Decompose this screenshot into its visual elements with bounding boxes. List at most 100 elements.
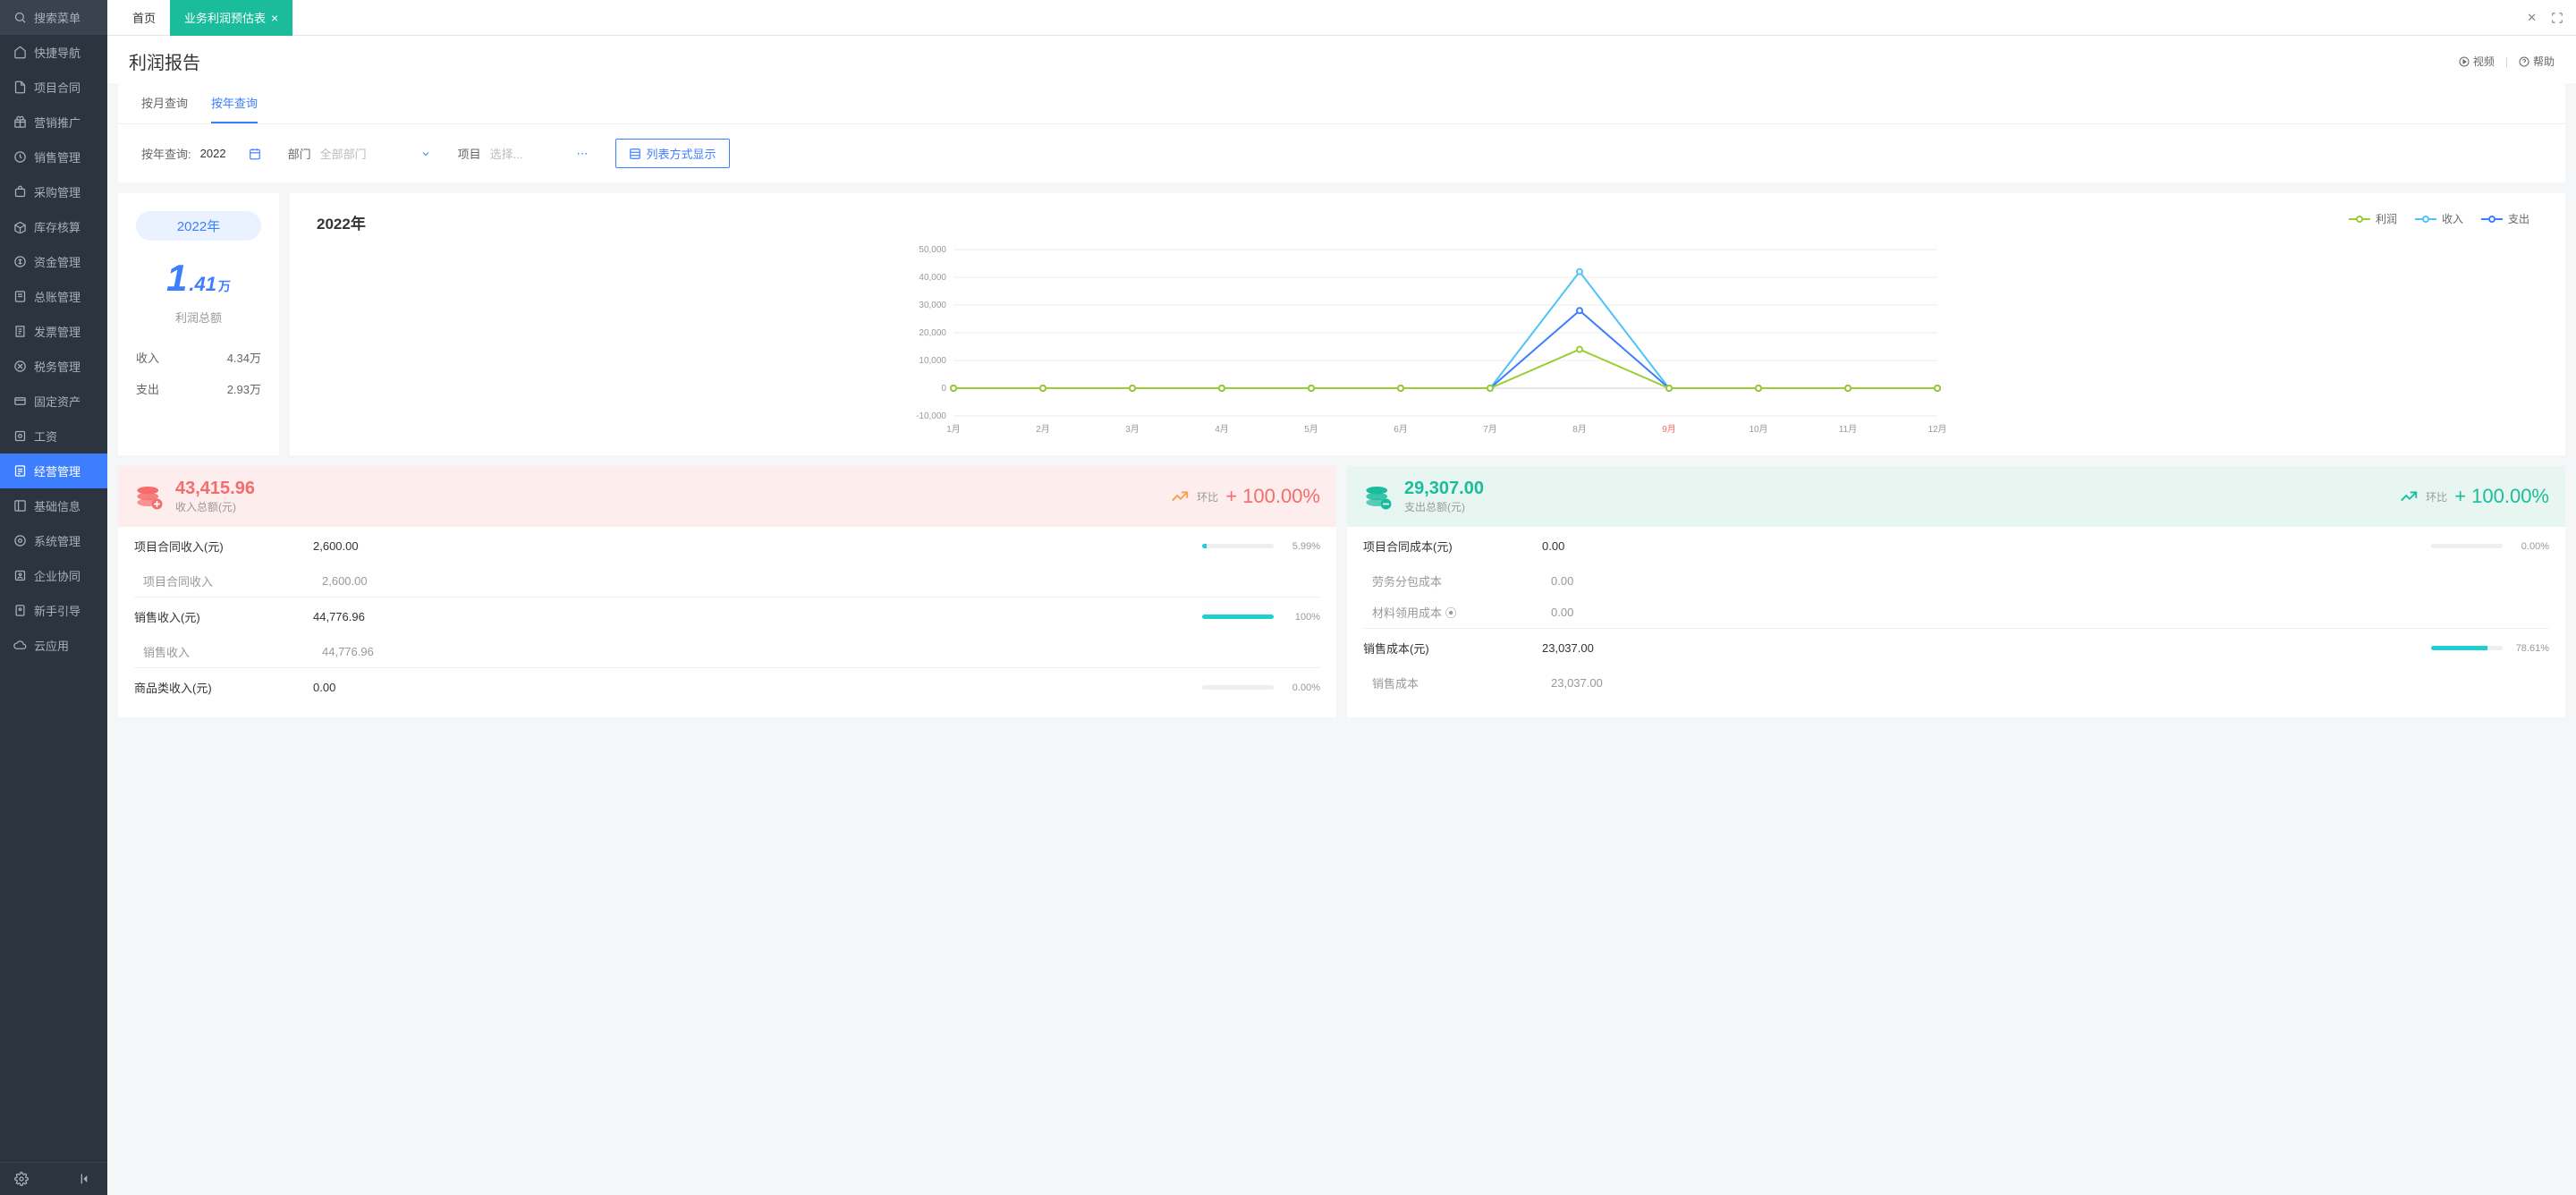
tabs-close-all-icon[interactable]: ✕ <box>2523 7 2540 29</box>
data-row: 商品类收入(元)0.000.00% <box>134 667 1320 707</box>
svg-text:-10,000: -10,000 <box>916 411 946 421</box>
trend-up-icon <box>1170 487 1190 506</box>
data-row: 销售收入(元)44,776.96100% <box>134 597 1320 636</box>
video-link[interactable]: 视频 <box>2459 54 2495 69</box>
svg-text:30,000: 30,000 <box>919 301 946 310</box>
sidebar-item-13[interactable]: 经营管理 <box>0 453 107 488</box>
bag-icon <box>13 185 27 199</box>
data-row-label: 销售成本 <box>1372 674 1551 691</box>
data-row-value: 0.00 <box>1551 574 1694 588</box>
data-row-label: 销售收入(元) <box>134 608 313 625</box>
tab-active[interactable]: 业务利润预估表 × <box>170 0 292 36</box>
file-icon <box>13 81 27 95</box>
data-row: 销售成本23,037.00 <box>1363 667 2549 699</box>
sidebar-item-1[interactable]: 快捷导航 <box>0 35 107 70</box>
ledger-icon <box>13 290 27 304</box>
income-icon <box>134 481 165 512</box>
sidebar-item-12[interactable]: 工资 <box>0 419 107 453</box>
sidebar-item-15[interactable]: 系统管理 <box>0 523 107 558</box>
sidebar-item-label: 库存核算 <box>34 218 80 235</box>
summary-row: 收入 4.34万 <box>136 342 261 373</box>
gear-icon[interactable] <box>14 1172 29 1186</box>
year-input[interactable] <box>200 147 240 160</box>
sidebar-item-3[interactable]: 营销推广 <box>0 105 107 140</box>
legend-item: 利润 <box>2349 211 2397 226</box>
query-tab-year[interactable]: 按年查询 <box>211 83 258 123</box>
sidebar-item-label: 工资 <box>34 428 57 445</box>
sidebar-item-label: 搜索菜单 <box>34 9 80 26</box>
sidebar-item-label: 系统管理 <box>34 532 80 549</box>
tab-home[interactable]: 首页 <box>118 0 170 36</box>
fullscreen-icon[interactable] <box>2547 8 2567 28</box>
legend-label: 支出 <box>2508 211 2529 226</box>
data-row-label: 销售收入 <box>143 643 322 660</box>
sidebar-item-0[interactable]: 搜索菜单 <box>0 0 107 35</box>
summary-card: 2022年 1 .41 万 利润总额 收入4.34万支出2.93万 <box>118 193 279 455</box>
box-icon <box>13 220 27 234</box>
sidebar-item-6[interactable]: 库存核算 <box>0 209 107 244</box>
data-row-label: 项目合同收入 <box>143 572 322 589</box>
sidebar-item-18[interactable]: 云应用 <box>0 628 107 663</box>
header-links: 视频 | 帮助 <box>2459 54 2555 69</box>
sidebar-item-9[interactable]: 发票管理 <box>0 314 107 349</box>
sidebar-item-14[interactable]: 基础信息 <box>0 488 107 523</box>
summary-row-key: 收入 <box>136 349 159 366</box>
data-row-value: 2,600.00 <box>313 539 456 553</box>
svg-text:9月: 9月 <box>1662 424 1676 435</box>
sidebar-item-11[interactable]: 固定资产 <box>0 384 107 419</box>
sidebar-item-label: 发票管理 <box>34 323 80 340</box>
list-icon <box>629 148 641 160</box>
data-row-label: 材料领用成本 ⦿ <box>1372 604 1551 621</box>
sidebar-item-label: 税务管理 <box>34 358 80 375</box>
data-row-label: 劳务分包成本 <box>1372 572 1551 589</box>
calendar-icon[interactable] <box>249 148 261 160</box>
main: 首页 业务利润预估表 × ✕ 利润报告 视频 | <box>107 0 2576 1195</box>
video-link-label: 视频 <box>2473 54 2495 69</box>
svg-text:40,000: 40,000 <box>919 273 946 283</box>
sidebar-item-7[interactable]: 资金管理 <box>0 244 107 279</box>
data-row: 项目合同收入2,600.00 <box>134 565 1320 597</box>
sidebar-item-label: 项目合同 <box>34 79 80 96</box>
search-icon <box>13 11 27 25</box>
expense-hb-val: + 100.00% <box>2454 485 2549 508</box>
svg-text:8月: 8月 <box>1572 424 1587 435</box>
proj-placeholder: 选择... <box>490 145 523 162</box>
sidebar-item-10[interactable]: 税务管理 <box>0 349 107 384</box>
more-icon: ⋯ <box>577 147 589 161</box>
sidebar-item-5[interactable]: 采购管理 <box>0 174 107 209</box>
sidebar-item-label: 资金管理 <box>34 253 80 270</box>
sidebar-item-4[interactable]: 销售管理 <box>0 140 107 174</box>
legend-item: 支出 <box>2481 211 2529 226</box>
collapse-icon[interactable] <box>79 1172 93 1186</box>
filter-year: 按年查询: <box>141 145 261 162</box>
list-mode-button[interactable]: 列表方式显示 <box>615 139 730 168</box>
legend-item: 收入 <box>2415 211 2463 226</box>
biz-icon <box>13 464 27 479</box>
sidebar-item-16[interactable]: 企业协同 <box>0 558 107 593</box>
income-hb-label: 环比 <box>1197 489 1218 504</box>
dept-select[interactable]: 全部部门 <box>320 145 431 162</box>
proj-select[interactable]: 选择... ⋯ <box>490 145 589 162</box>
data-row: 劳务分包成本0.00 <box>1363 565 2549 597</box>
query-tab-month[interactable]: 按月查询 <box>141 83 188 123</box>
data-row-bar: 0.00% <box>1685 541 2549 552</box>
summary-row-val: 4.34万 <box>227 349 261 366</box>
svg-text:10,000: 10,000 <box>919 356 946 366</box>
help-link[interactable]: 帮助 <box>2519 54 2555 69</box>
data-row-label: 项目合同成本(元) <box>1363 538 1542 555</box>
sidebar-item-label: 企业协同 <box>34 567 80 584</box>
close-icon[interactable]: × <box>271 11 278 25</box>
income-hb-val: + 100.00% <box>1225 485 1320 508</box>
expense-panel: 29,307.00 支出总额(元) 环比 + 100.00% 项目合 <box>1347 466 2565 717</box>
data-row-bar: 5.99% <box>456 541 1320 552</box>
sidebar-item-8[interactable]: 总账管理 <box>0 279 107 314</box>
data-row-label: 项目合同收入(元) <box>134 538 313 555</box>
bar-pct: 0.00% <box>1281 682 1320 693</box>
content: 按月查询 按年查询 按年查询: 部门 全部部门 <box>107 83 2576 1195</box>
data-row-value: 0.00 <box>313 681 456 694</box>
sidebar-item-17[interactable]: 新手引导 <box>0 593 107 628</box>
sidebar-item-2[interactable]: 项目合同 <box>0 70 107 105</box>
data-row-bar: 78.61% <box>1685 643 2549 654</box>
chart-title: 2022年 <box>317 211 2538 233</box>
summary-row: 支出2.93万 <box>136 373 261 404</box>
